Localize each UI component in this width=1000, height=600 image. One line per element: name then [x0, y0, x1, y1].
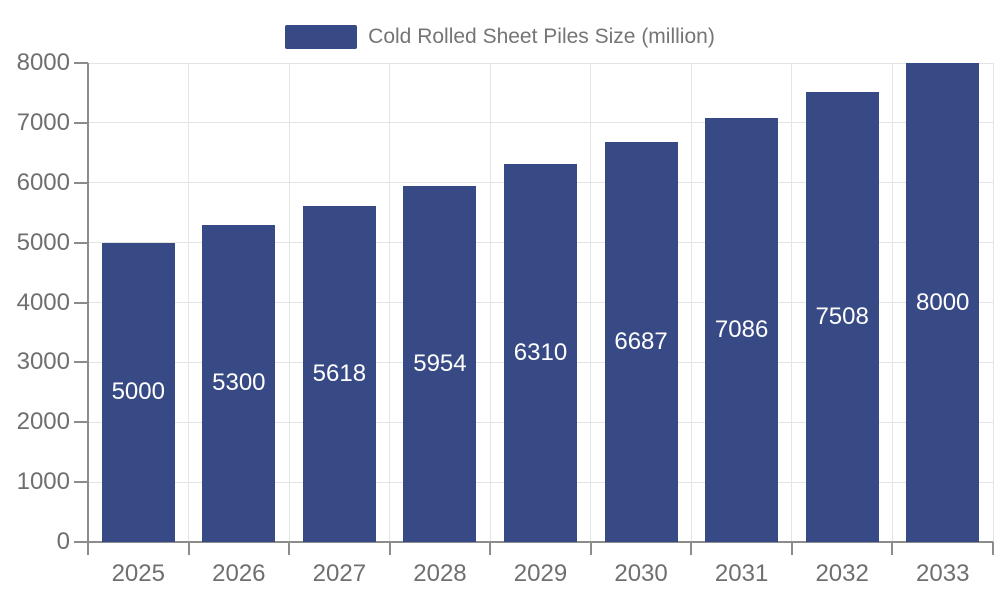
- x-gridline: [389, 63, 391, 542]
- bar-value-label: 5954: [413, 349, 467, 377]
- x-tick-label: 2032: [815, 560, 869, 587]
- x-axis-tick: [489, 542, 492, 555]
- x-tick-label: 2027: [312, 560, 367, 587]
- x-axis-line: [74, 541, 993, 543]
- bar: [604, 141, 678, 542]
- x-tick-label: 2033: [916, 560, 970, 587]
- y-tick-label: 6000: [16, 168, 70, 196]
- bar: [705, 117, 779, 542]
- bar: [302, 205, 376, 542]
- y-gridline: [88, 62, 993, 64]
- y-axis-tick: [74, 361, 88, 364]
- x-axis-tick: [589, 542, 592, 555]
- y-axis-tick: [74, 62, 88, 64]
- y-tick-label: 4000: [16, 288, 70, 316]
- y-axis-tick: [74, 301, 88, 304]
- y-axis-tick: [74, 121, 88, 124]
- legend-item[interactable]: Cold Rolled Sheet Piles Size (million): [0, 25, 1000, 49]
- y-axis-line: [87, 63, 89, 542]
- x-tick-label: 2029: [513, 560, 568, 587]
- bar-value-label: 5000: [111, 378, 165, 406]
- y-tick-label: 2000: [16, 408, 70, 436]
- bar-value-label: 6310: [513, 339, 568, 367]
- y-tick-label: 7000: [16, 108, 70, 136]
- x-tick-label: 2028: [413, 560, 467, 587]
- legend-swatch: [285, 25, 358, 49]
- x-axis-tick: [690, 542, 693, 555]
- y-gridline: [88, 122, 993, 124]
- x-gridline: [590, 63, 592, 542]
- x-axis-tick: [87, 542, 89, 555]
- bar-value-label: 8000: [916, 288, 970, 316]
- bar: [101, 242, 175, 542]
- bar-value-label: 7508: [815, 303, 869, 331]
- y-tick-label: 3000: [16, 348, 70, 376]
- x-gridline: [791, 63, 793, 542]
- x-tick-label: 2031: [714, 560, 769, 587]
- y-axis-tick: [74, 181, 88, 184]
- y-tick-label: 1000: [16, 468, 70, 496]
- bar: [906, 63, 980, 542]
- x-gridline: [188, 63, 190, 542]
- x-gridline: [690, 63, 692, 542]
- x-tick-label: 2025: [111, 560, 165, 587]
- bar: [504, 164, 577, 542]
- x-gridline: [992, 63, 994, 542]
- x-axis-tick: [891, 542, 894, 555]
- x-gridline: [891, 63, 893, 542]
- x-axis-tick: [992, 542, 994, 555]
- bar-value-label: 5300: [212, 369, 266, 397]
- bar-value-label: 5618: [312, 359, 367, 387]
- x-tick-label: 2030: [614, 560, 668, 587]
- x-axis-tick: [388, 542, 391, 555]
- y-tick-label: 5000: [16, 228, 70, 256]
- y-axis-tick: [74, 421, 88, 424]
- x-gridline: [489, 63, 491, 542]
- bar: [805, 92, 879, 542]
- x-tick-label: 2026: [212, 560, 266, 587]
- x-axis-tick: [790, 542, 793, 555]
- bar-value-label: 7086: [714, 315, 769, 343]
- y-tick-label: 0: [56, 528, 70, 555]
- y-tick-label: 8000: [16, 49, 70, 76]
- x-gridline: [288, 63, 290, 542]
- bar: [403, 185, 477, 542]
- x-axis-tick: [187, 542, 190, 555]
- legend-label: Cold Rolled Sheet Piles Size (million): [368, 25, 715, 48]
- y-axis-tick: [74, 481, 88, 484]
- bar-value-label: 6687: [614, 327, 668, 355]
- y-axis-tick: [74, 241, 88, 244]
- bar: [202, 224, 276, 542]
- x-axis-tick: [288, 542, 291, 555]
